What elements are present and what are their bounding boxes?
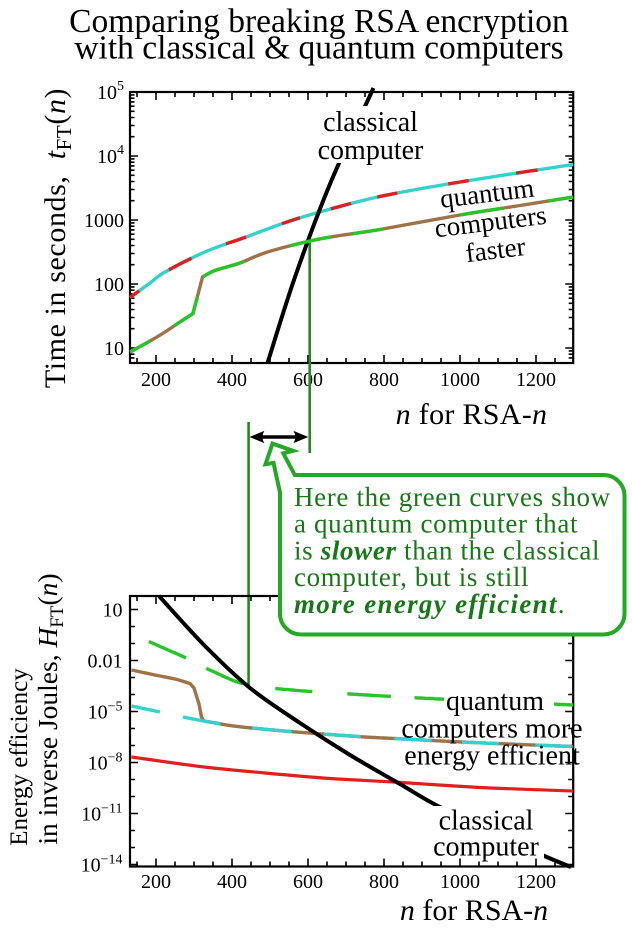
svg-text:400: 400	[217, 871, 247, 893]
svg-text:200: 200	[141, 871, 171, 893]
svg-text:is slower than the classical: is slower than the classical	[294, 535, 600, 565]
svg-text:100: 100	[94, 274, 124, 296]
svg-text:10: 10	[103, 600, 123, 622]
svg-text:1000: 1000	[440, 369, 480, 391]
svg-text:classical: classical	[323, 107, 418, 138]
svg-text:1000: 1000	[440, 871, 480, 893]
svg-text:n for RSA-n: n for RSA-n	[396, 398, 548, 431]
svg-text:a quantum computer that: a quantum computer that	[294, 509, 578, 539]
svg-text:n for RSA-n: n for RSA-n	[400, 894, 548, 927]
svg-text:1000: 1000	[84, 210, 124, 232]
svg-text:Comparing breaking RSA encrypt: Comparing breaking RSA encryption	[69, 3, 569, 40]
svg-text:computer, but is still: computer, but is still	[294, 562, 529, 592]
svg-text:Energy efficiency: Energy efficiency	[6, 668, 33, 846]
svg-text:with classical & quantum compu: with classical & quantum computers	[74, 30, 563, 67]
svg-text:classical: classical	[439, 806, 534, 837]
svg-text:computer: computer	[433, 832, 539, 863]
svg-text:800: 800	[369, 871, 399, 893]
svg-text:1200: 1200	[516, 871, 556, 893]
svg-text:energy efficient: energy efficient	[404, 741, 580, 772]
svg-text:in inverse Joules, HFT(n): in inverse Joules, HFT(n)	[32, 573, 68, 844]
svg-text:600: 600	[293, 871, 323, 893]
svg-text:Here the green curves show: Here the green curves show	[294, 482, 611, 512]
svg-text:Time in seconds, tFT(n): Time in seconds, tFT(n)	[39, 88, 76, 388]
svg-text:faster: faster	[464, 231, 527, 268]
svg-text:800: 800	[369, 369, 399, 391]
svg-text:10: 10	[104, 338, 124, 360]
svg-text:1200: 1200	[516, 369, 556, 391]
svg-text:10−14: 10−14	[81, 853, 123, 877]
svg-text:0.01: 0.01	[88, 651, 123, 673]
svg-text:10−5: 10−5	[88, 700, 123, 724]
svg-text:600: 600	[293, 369, 323, 391]
svg-text:computer: computer	[318, 135, 424, 166]
svg-text:more energy efficient.: more energy efficient.	[294, 589, 566, 619]
svg-text:400: 400	[217, 369, 247, 391]
svg-text:200: 200	[141, 369, 171, 391]
svg-text:quantum: quantum	[446, 686, 544, 717]
svg-text:computers more: computers more	[401, 714, 582, 745]
